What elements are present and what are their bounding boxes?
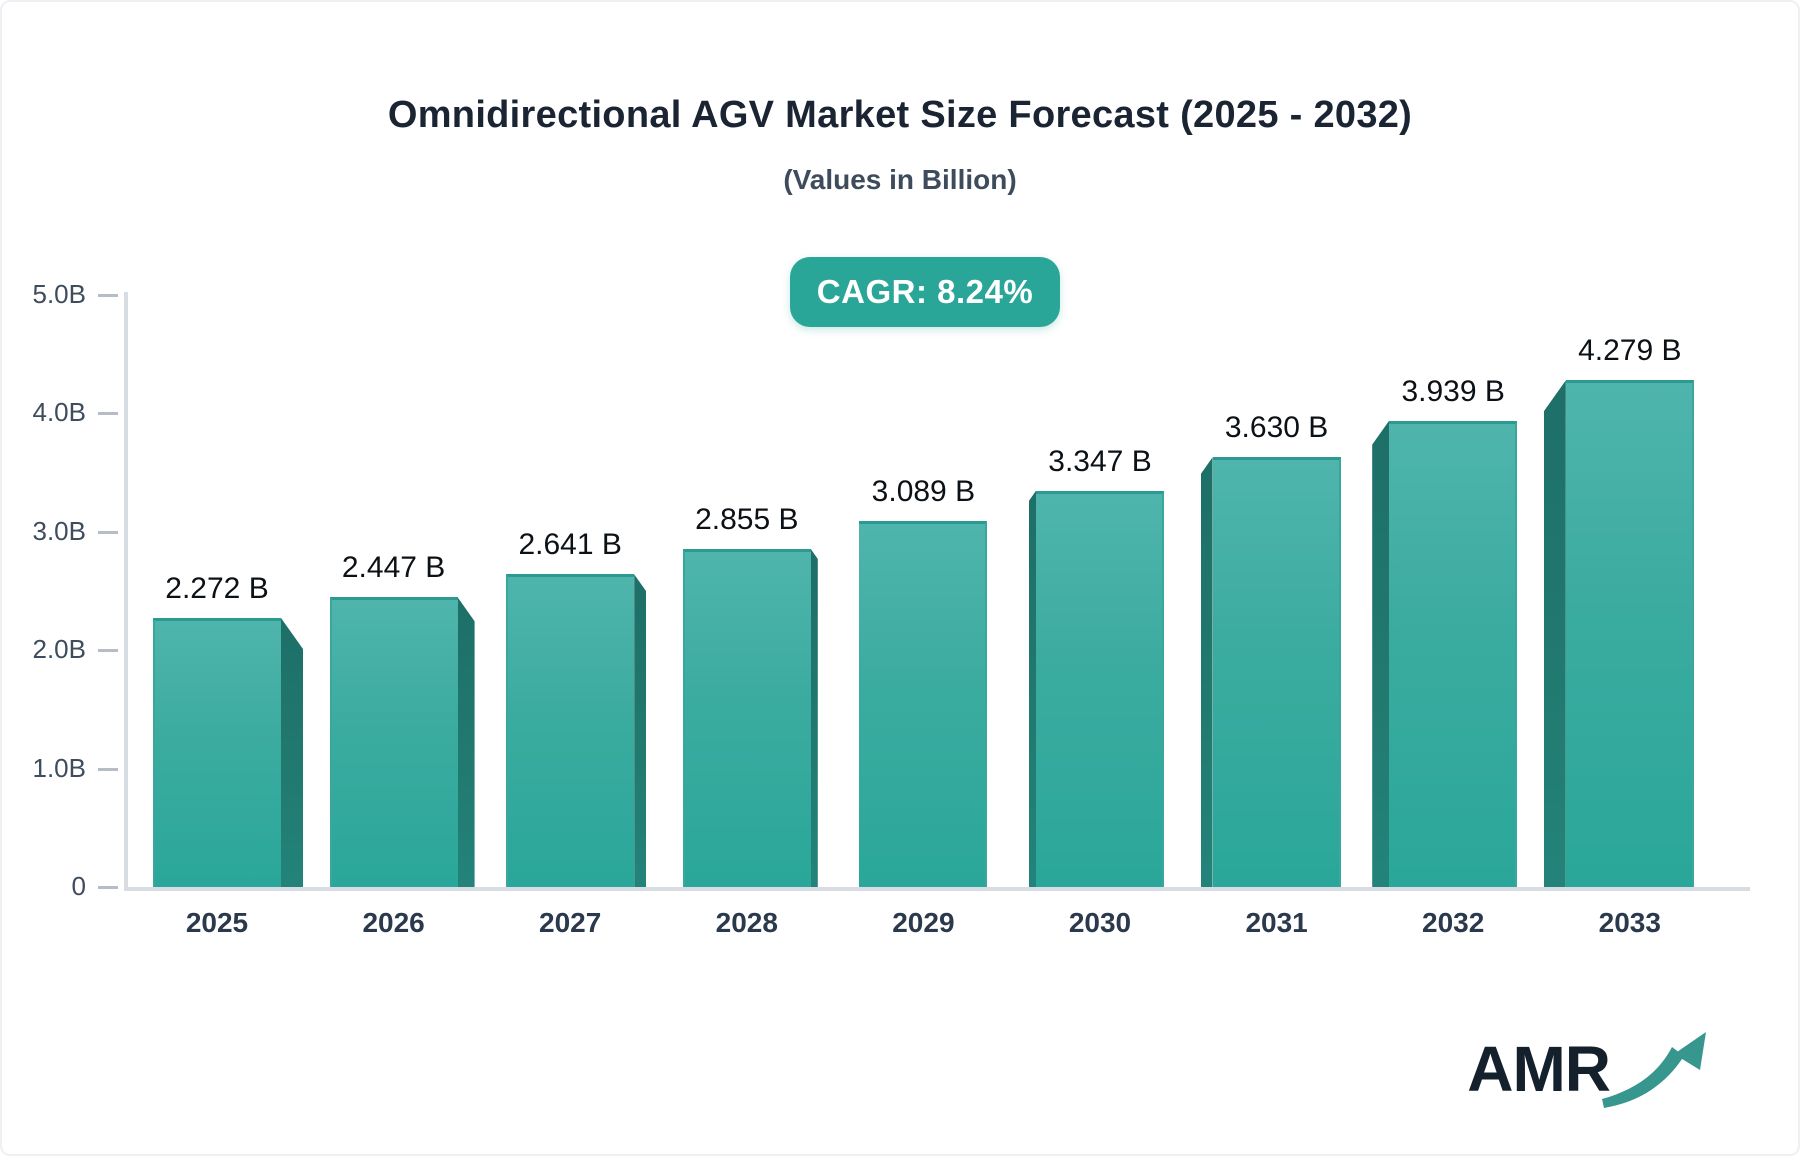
y-axis-tick-label: 5.0B [32, 279, 87, 309]
y-axis-tick-label: 0 [71, 871, 86, 901]
chart-title: Omnidirectional AGV Market Size Forecast… [387, 94, 1413, 136]
bar-side-2031 [1200, 457, 1213, 887]
x-axis-tick-label: 2029 [892, 907, 955, 938]
bar-side-2032 [1372, 420, 1390, 887]
bar-side-2033 [1543, 380, 1566, 887]
y-tick-dash [98, 649, 118, 653]
y-axis-tick-label: 4.0B [32, 397, 87, 428]
bar-value-label: 2.447 B [341, 551, 446, 585]
bar-2028 [682, 548, 811, 887]
y-axis-tick-label: 3.0B [32, 515, 87, 546]
x-axis-tick-label: 2027 [539, 907, 602, 938]
growth-arrow-icon [1602, 1032, 1706, 1108]
bar-side-2030 [1029, 490, 1036, 887]
bar-2033 [1565, 380, 1694, 887]
x-axis-tick-label: 2028 [715, 907, 778, 938]
bar-value-label: 4.279 B [1578, 334, 1682, 368]
bar-value-label: 3.089 B [871, 475, 976, 509]
x-axis-tick-label: 2032 [1422, 907, 1485, 938]
bar-value-label: 3.347 B [1048, 444, 1152, 478]
bar-value-label: 3.630 B [1224, 411, 1329, 445]
bar-value-label: 3.939 B [1401, 374, 1505, 408]
bar-value-label: 2.855 B [695, 502, 799, 536]
bar-side-2025 [281, 617, 303, 887]
bar-2030 [1036, 490, 1164, 887]
y-tick-dash [98, 412, 118, 416]
bar-2027 [506, 574, 635, 887]
y-axis-line [124, 292, 128, 891]
bar-2025 [153, 617, 281, 887]
amr-logo: AMR [1467, 1028, 1712, 1110]
y-axis-tick-label: 1.0B [32, 752, 87, 783]
cagr-badge-label: CAGR: 8.24% [816, 273, 1034, 310]
x-axis-tick-label: 2031 [1245, 907, 1308, 938]
x-axis-tick-label: 2030 [1068, 907, 1132, 938]
y-tick-dash [98, 294, 118, 297]
bar-value-label: 2.272 B [165, 571, 269, 605]
x-axis-tick-label: 2026 [362, 907, 425, 938]
bar-side-2028 [810, 548, 818, 887]
amr-logo-text: AMR [1467, 1033, 1611, 1105]
y-tick-dash [98, 530, 118, 534]
chart-subtitle: (Values in Billion) [783, 164, 1017, 195]
bar-value-label: 2.641 B [518, 528, 622, 562]
y-tick-dash [98, 886, 118, 889]
x-axis-tick-label: 2025 [185, 907, 249, 938]
y-axis-tick-label: 2.0B [32, 634, 87, 665]
cagr-badge: CAGR: 8.24% [790, 257, 1060, 327]
bar-2026 [329, 597, 458, 887]
bar-2029 [859, 521, 988, 887]
x-axis-tick-label: 2033 [1598, 907, 1661, 938]
bar-2032 [1389, 420, 1518, 887]
y-tick-dash [98, 767, 118, 771]
bar-2031 [1212, 457, 1341, 887]
bar-side-2027 [634, 574, 647, 887]
x-axis-baseline [124, 887, 1750, 891]
bar-side-2026 [457, 597, 475, 887]
